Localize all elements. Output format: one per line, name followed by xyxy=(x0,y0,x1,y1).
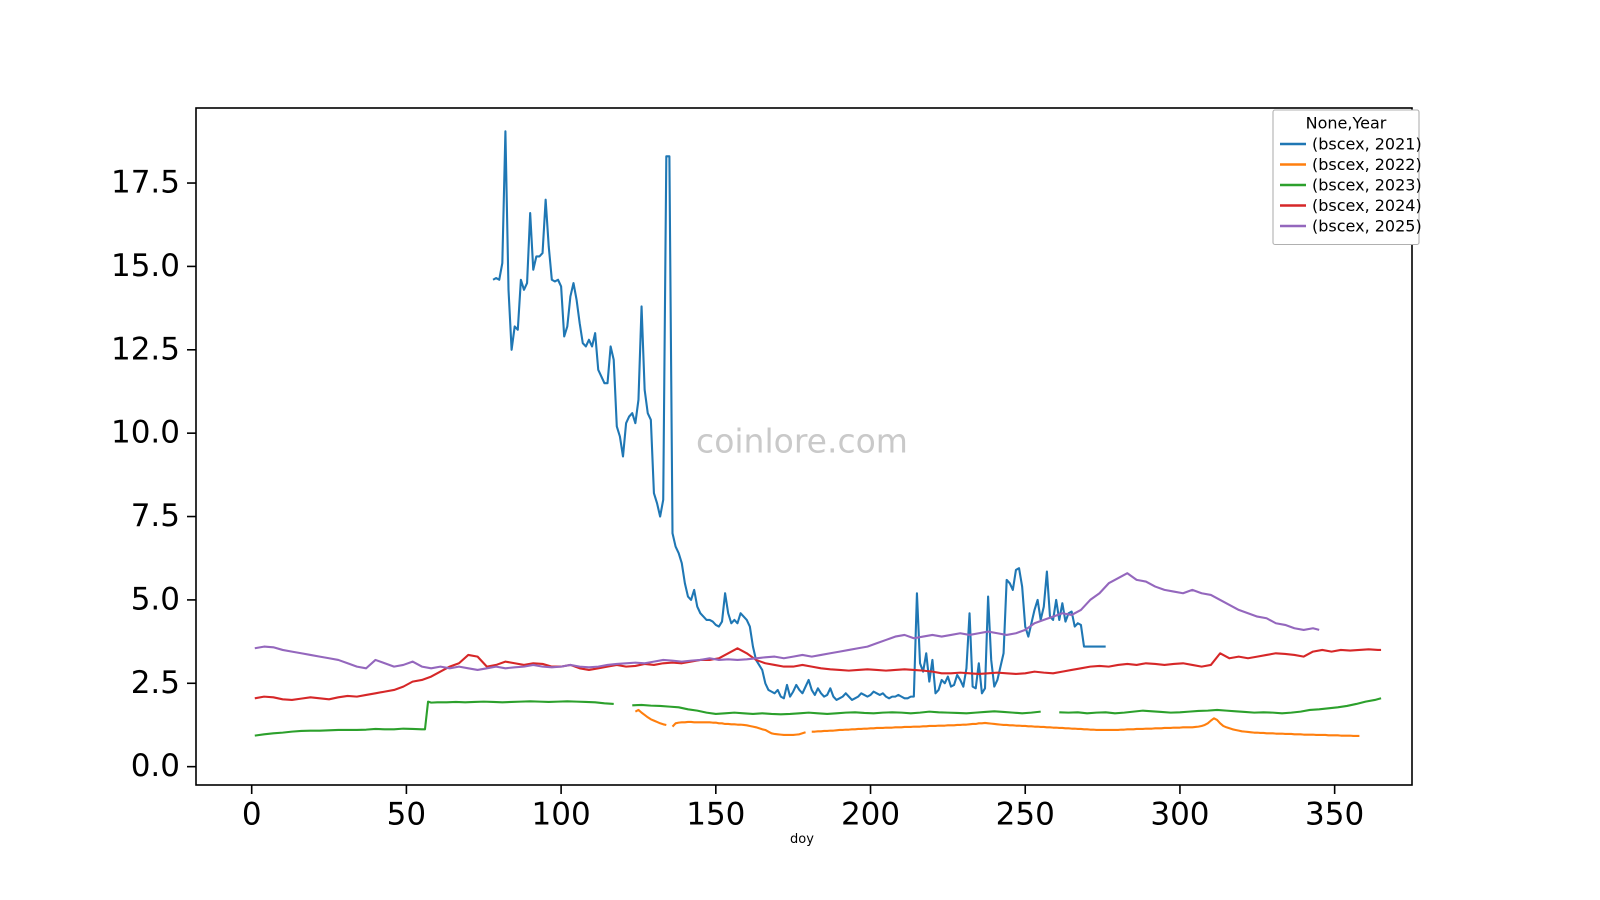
legend-frame xyxy=(1272,109,1420,246)
legend-label-4[interactable]: (bscex, 2025) xyxy=(1312,217,1422,236)
y-tick-label: 12.5 xyxy=(111,331,180,367)
series-line-0 xyxy=(492,130,1106,702)
y-tick-label: 15.0 xyxy=(111,248,180,284)
legend-label-0[interactable]: (bscex, 2021) xyxy=(1312,135,1422,154)
watermark-text: coinlore.com xyxy=(696,422,908,461)
series-line-2 xyxy=(254,697,1382,737)
x-axis-title: doy xyxy=(790,832,814,847)
series-line-4 xyxy=(254,572,1320,671)
y-tick-label: 10.0 xyxy=(111,415,180,451)
axes-frame xyxy=(195,107,1413,786)
x-tick-label: 350 xyxy=(1305,796,1364,832)
x-tick-label: 100 xyxy=(532,796,591,832)
axis-ticks: 0.0 2.5 5.0 7.5 10.0 12.5 15.0 17.5 0 50 100 150 200… xyxy=(111,165,1364,833)
legend-label-1[interactable]: (bscex, 2022) xyxy=(1312,155,1422,174)
legend[interactable]: None,Year (bscex, 2021)(bscex, 2022) (bsce… xyxy=(1272,109,1422,246)
legend-label-3[interactable]: (bscex, 2024) xyxy=(1312,196,1422,215)
x-tick-label: 200 xyxy=(841,796,900,832)
legend-title: None,Year xyxy=(1306,114,1387,133)
y-tick-label: 2.5 xyxy=(131,665,180,701)
x-tick-label: 0 xyxy=(242,796,262,832)
x-tick-label: 250 xyxy=(996,796,1055,832)
y-tick-label: 7.5 xyxy=(131,498,180,534)
x-tick-label: 150 xyxy=(686,796,745,832)
y-tick-label: 0.0 xyxy=(131,748,180,784)
y-tick-label: 17.5 xyxy=(111,165,180,201)
series-lines xyxy=(254,130,1382,738)
x-tick-label: 50 xyxy=(387,796,426,832)
y-tick-label: 5.0 xyxy=(131,581,180,617)
x-tick-label: 300 xyxy=(1150,796,1209,832)
series-line-3 xyxy=(254,647,1382,702)
series-line-1 xyxy=(634,708,1360,738)
legend-label-2[interactable]: (bscex, 2023) xyxy=(1312,176,1422,195)
